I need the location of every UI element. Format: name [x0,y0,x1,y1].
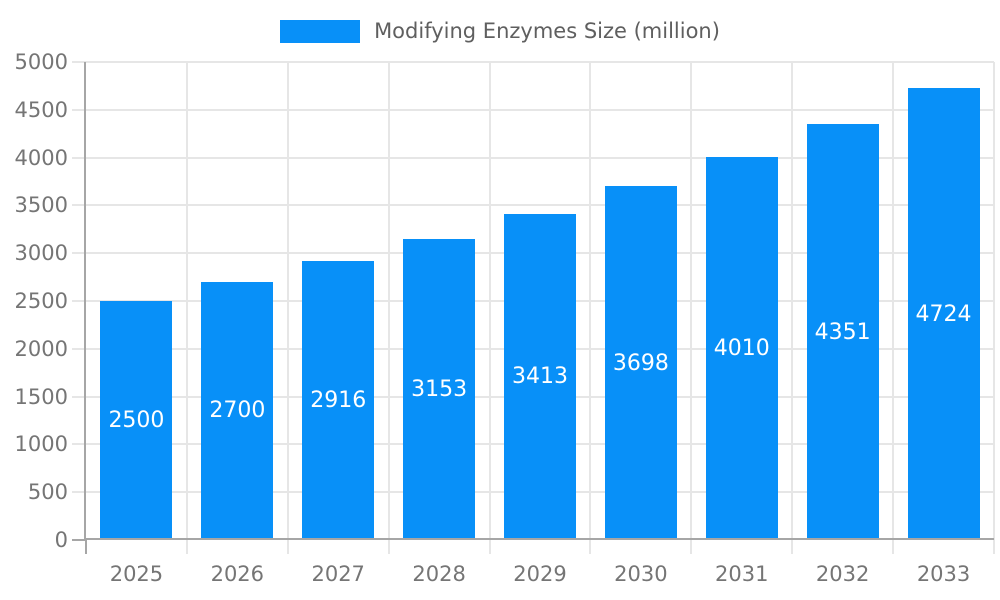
bar-value-label: 4724 [915,301,972,327]
x-axis-label: 2027 [311,562,365,586]
chart-legend[interactable]: Modifying Enzymes Size (million) [0,20,1000,43]
bar[interactable]: 4724 [907,88,980,540]
y-axis-tick [72,539,86,541]
y-axis-tick [72,395,86,398]
x-axis-label: 2026 [210,562,265,586]
y-axis-label: 1500 [14,384,68,409]
bar[interactable]: 4010 [705,156,778,540]
x-axis-tick [488,540,491,554]
x-axis-tick [286,540,289,554]
bar-value-label: 4010 [713,335,770,361]
x-axis-label: 2025 [109,562,164,586]
v-gridline [993,62,995,540]
h-gridline [86,156,994,159]
bar-value-label: 3413 [512,364,568,390]
x-axis-label: 2031 [715,562,769,586]
y-axis-tick [72,491,86,494]
v-gridline [286,62,289,540]
x-axis-line [84,538,994,540]
x-axis-label: 2030 [614,562,668,586]
x-axis-tick [892,540,895,554]
y-axis-line [84,62,86,540]
legend-swatch [280,20,361,43]
y-axis-label: 500 [27,480,68,505]
y-axis-tick [72,347,86,350]
y-axis-label: 3000 [14,241,68,266]
y-axis-tick [72,156,86,159]
y-axis-label: 3500 [14,193,68,218]
x-axis-tick [85,540,87,554]
y-axis-label: 5000 [14,50,68,74]
v-gridline [387,62,390,540]
x-axis-tick [589,540,592,554]
v-gridline [690,62,693,540]
y-axis-label: 2000 [14,336,68,361]
bar-value-label: 4351 [814,319,871,345]
x-axis-tick [387,540,390,554]
bar[interactable]: 4351 [806,124,879,540]
x-axis-tick [791,540,794,554]
x-axis-label: 2032 [815,562,870,586]
bar-value-label: 2700 [209,398,266,424]
v-gridline [488,62,491,540]
bar[interactable]: 3153 [403,238,476,540]
bar[interactable]: 2700 [201,281,274,540]
y-axis-label: 1000 [14,432,68,457]
v-gridline [791,62,794,540]
bar-value-label: 2916 [310,388,367,414]
bar[interactable]: 3698 [604,186,677,540]
y-axis-tick [72,61,86,63]
y-axis-tick [72,108,86,111]
bar[interactable]: 3413 [504,213,576,540]
y-axis-label: 4000 [14,145,68,170]
v-gridline [589,62,592,540]
x-axis-label: 2028 [412,562,466,586]
bar-value-label: 2500 [108,408,165,433]
x-axis-tick [993,540,995,554]
bar[interactable]: 2916 [302,261,375,540]
h-gridline [86,108,994,111]
y-axis-tick [72,300,86,302]
v-gridline [892,62,895,540]
legend-label: Modifying Enzymes Size (million) [374,19,720,43]
v-gridline [185,62,188,540]
y-axis-tick [72,252,86,255]
h-gridline [86,61,994,63]
y-axis-label: 4500 [14,97,68,122]
x-axis-label: 2033 [916,562,971,586]
x-axis-tick [185,540,188,554]
y-axis-tick [72,204,86,207]
y-axis-label: 0 [54,528,68,552]
x-axis-tick [690,540,693,554]
h-gridline [86,204,994,207]
bar-value-label: 3698 [612,350,669,376]
y-axis-label: 2500 [14,289,68,313]
bar[interactable]: 2500 [100,301,173,540]
bar-value-label: 3153 [411,376,468,402]
x-axis-label: 2029 [513,562,567,586]
y-axis-tick [72,443,86,446]
